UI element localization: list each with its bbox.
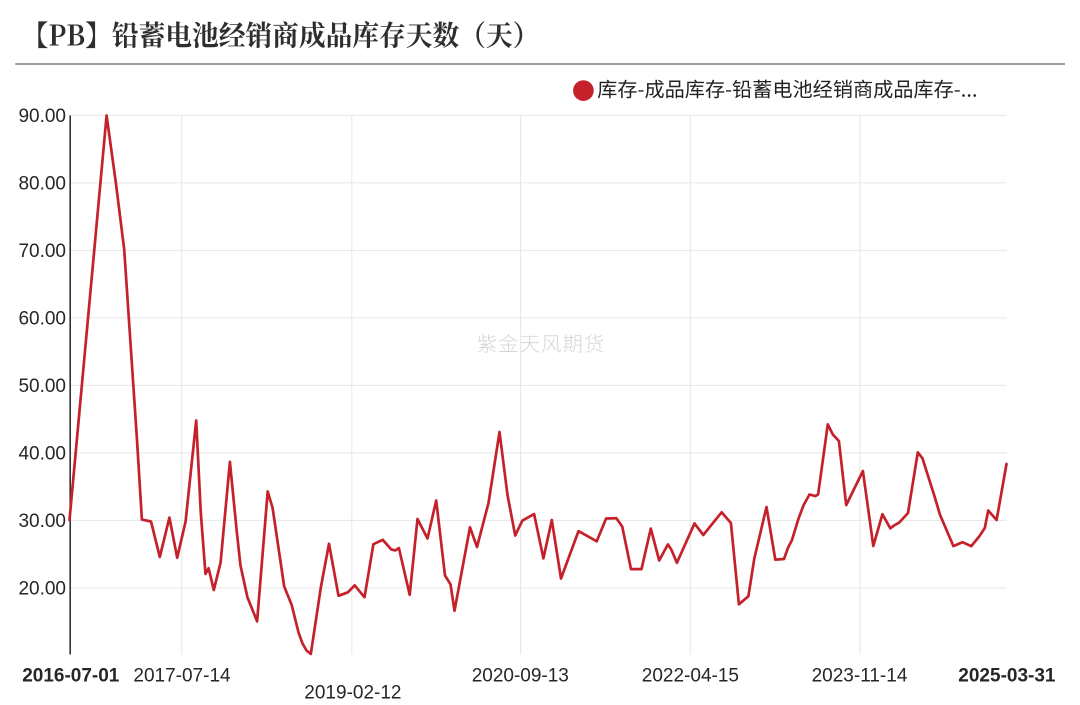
svg-text:50.00: 50.00 <box>18 376 66 397</box>
svg-text:2023-11-14: 2023-11-14 <box>812 666 908 687</box>
svg-text:40.00: 40.00 <box>18 443 66 464</box>
svg-text:2022-04-15: 2022-04-15 <box>642 666 739 687</box>
svg-text:80.00: 80.00 <box>18 173 66 194</box>
svg-text:20.00: 20.00 <box>18 578 66 599</box>
svg-text:90.00: 90.00 <box>18 106 66 127</box>
svg-text:2020-09-13: 2020-09-13 <box>472 666 569 687</box>
svg-text:2017-07-14: 2017-07-14 <box>133 666 231 687</box>
svg-text:2019-02-12: 2019-02-12 <box>304 683 401 704</box>
svg-text:60.00: 60.00 <box>18 308 66 329</box>
svg-text:2025-03-31: 2025-03-31 <box>958 666 1056 687</box>
svg-text:30.00: 30.00 <box>18 511 66 532</box>
svg-text:2016-07-01: 2016-07-01 <box>22 666 120 687</box>
svg-text:70.00: 70.00 <box>18 241 66 262</box>
